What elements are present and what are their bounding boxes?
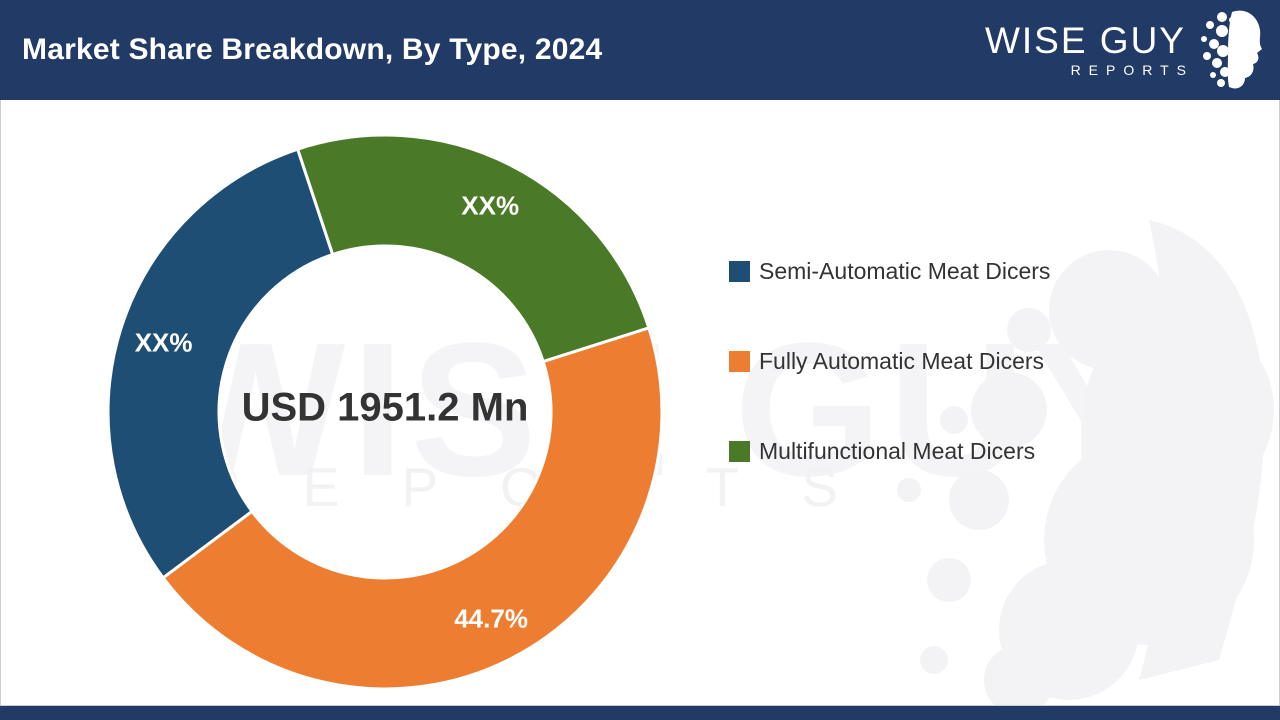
legend-item-fully-automatic: Fully Automatic Meat Dicers xyxy=(729,343,1050,379)
donut-segment-label: 44.7% xyxy=(454,603,528,633)
wise-guy-logo: WISE GUY REPORTS xyxy=(985,7,1266,93)
header-bar: Market Share Breakdown, By Type, 2024 WI… xyxy=(0,0,1280,100)
legend: Semi-Automatic Meat Dicers Fully Automat… xyxy=(729,253,1050,523)
legend-swatch-multifunctional xyxy=(729,440,750,462)
footer-bar xyxy=(0,706,1280,720)
donut-segment-label: XX% xyxy=(135,328,193,358)
legend-item-multifunctional: Multifunctional Meat Dicers xyxy=(729,433,1050,469)
donut-segment xyxy=(295,133,651,364)
legend-item-semi-automatic: Semi-Automatic Meat Dicers xyxy=(729,253,1050,289)
page-title: Market Share Breakdown, By Type, 2024 xyxy=(22,33,603,66)
logo-wordmark: WISE GUY xyxy=(984,20,1186,61)
logo-text: WISE GUY REPORTS xyxy=(985,22,1186,78)
logo-subtitle: REPORTS xyxy=(1070,62,1194,78)
logo-face-icon xyxy=(1201,10,1262,89)
donut-segment xyxy=(106,147,335,580)
chart-area: WISE GUY REPORTS Semi-Automatic Meat Dic… xyxy=(0,100,1280,706)
legend-swatch-semi-automatic xyxy=(729,260,750,282)
legend-label: Multifunctional Meat Dicers xyxy=(759,437,1036,464)
legend-swatch-fully-automatic xyxy=(729,350,750,372)
donut-segment-label: XX% xyxy=(461,190,519,220)
donut-center-value: USD 1951.2 Mn xyxy=(241,385,529,430)
donut-chart: XX% 44.7% XX% xyxy=(106,133,664,691)
watermark-face-icon xyxy=(897,220,1274,705)
donut-segment xyxy=(160,326,664,691)
legend-label: Semi-Automatic Meat Dicers xyxy=(759,257,1051,284)
legend-label: Fully Automatic Meat Dicers xyxy=(759,347,1045,374)
